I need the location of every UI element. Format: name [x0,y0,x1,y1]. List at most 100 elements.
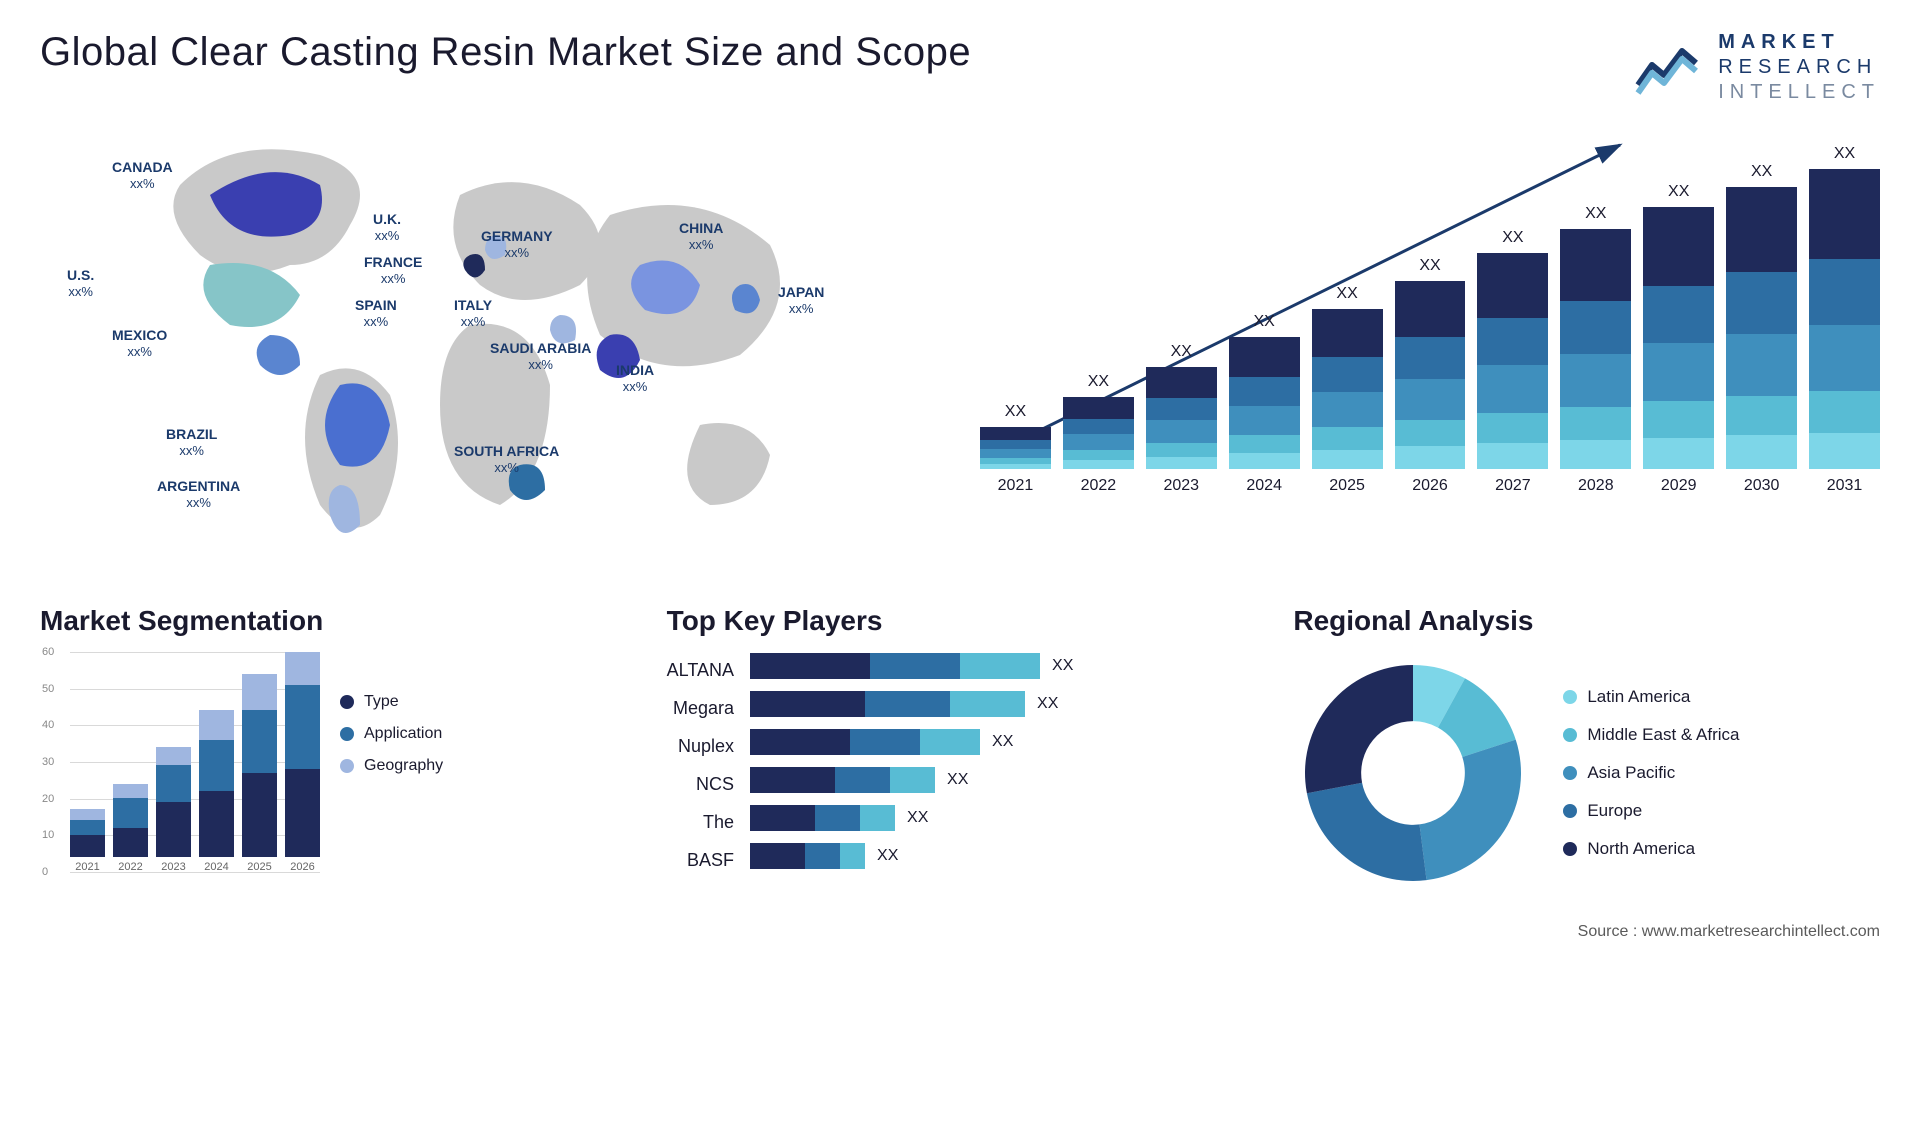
legend-label: Geography [364,757,443,775]
seg-bar-column: 2024 [199,710,234,873]
seg-bar-column: 2025 [242,674,277,873]
key-player-value: XX [992,733,1013,751]
growth-bar-segment [1312,357,1383,392]
growth-bar-segment [1560,229,1631,301]
key-player-name: BASF [687,847,734,873]
growth-bar-segment [1477,413,1548,443]
key-player-bar-segment [870,653,960,679]
growth-bar-segment [1477,443,1548,469]
map-label: BRAZILxx% [166,426,217,459]
legend-item: Latin America [1563,687,1739,707]
map-label: CHINAxx% [679,220,723,253]
legend-swatch [340,695,354,709]
growth-bar-segment [1063,397,1134,419]
growth-bar-segment [1312,450,1383,469]
growth-bar-segment [980,440,1051,449]
growth-bar-segment [1477,318,1548,366]
growth-bar [1312,309,1383,469]
seg-bar [285,652,320,857]
legend-item: Middle East & Africa [1563,725,1739,745]
key-player-name: ALTANA [667,657,734,683]
growth-bar-segment [1477,253,1548,318]
growth-bar-segment [1146,367,1217,398]
donut-slice [1420,740,1522,881]
growth-bar-year: 2022 [1081,477,1117,495]
growth-bar [1560,229,1631,469]
seg-x-label: 2025 [247,861,271,873]
key-player-bar-segment [840,843,865,869]
seg-bar-column: 2023 [156,747,191,873]
growth-bar-segment [1063,450,1134,460]
growth-bar-segment [1229,337,1300,377]
growth-bar-year: 2031 [1827,477,1863,495]
key-player-bar-segment [750,767,835,793]
key-player-value: XX [1052,657,1073,675]
seg-bar-segment [156,802,191,857]
growth-bar-year: 2023 [1163,477,1199,495]
seg-bar [113,784,148,857]
key-player-name: Megara [673,695,734,721]
growth-bar-column: XX2029 [1643,183,1714,495]
logo-line3: INTELLECT [1718,80,1880,105]
source-attribution: Source : www.marketresearchintellect.com [40,923,1880,941]
growth-bar-value: XX [1502,229,1523,247]
growth-bar-segment [1063,434,1134,450]
seg-bar-segment [113,798,148,827]
legend-label: Type [364,693,399,711]
seg-bar-segment [70,820,105,835]
legend-label: Asia Pacific [1587,763,1675,783]
key-players-panel: Top Key Players ALTANAMegaraNuplexNCSThe… [667,605,1254,893]
seg-bar [156,747,191,857]
page-title: Global Clear Casting Resin Market Size a… [40,30,971,75]
growth-bar-segment [1395,281,1466,337]
key-player-bar [750,729,980,755]
map-label: ITALYxx% [454,297,492,330]
key-player-name: The [703,809,734,835]
legend-swatch [340,727,354,741]
logo-mark-icon [1634,41,1704,95]
growth-bar-segment [1726,187,1797,272]
key-player-bar [750,805,895,831]
growth-bar-segment [980,464,1051,469]
growth-bar-year: 2027 [1495,477,1531,495]
map-label: JAPANxx% [778,284,824,317]
growth-bar-segment [1809,169,1880,259]
map-label: SPAINxx% [355,297,397,330]
growth-bar-value: XX [1419,257,1440,275]
seg-bar-segment [113,828,148,857]
key-player-row: XX [750,843,1253,869]
growth-bar-segment [1726,272,1797,334]
growth-bar-segment [1809,325,1880,391]
map-label: U.S.xx% [67,267,94,300]
key-players-labels: ALTANAMegaraNuplexNCSTheBASF [667,653,734,873]
growth-bar-segment [1146,443,1217,457]
growth-bar [1146,367,1217,469]
seg-bar-segment [242,674,277,711]
key-player-value: XX [877,847,898,865]
y-tick-label: 40 [42,719,54,731]
growth-bar-year: 2028 [1578,477,1614,495]
seg-bar-segment [285,652,320,685]
regional-legend: Latin America Middle East & Africa Asia Pa… [1563,687,1739,859]
y-tick-label: 60 [42,646,54,658]
growth-bar-segment [1643,207,1714,286]
legend-item: Asia Pacific [1563,763,1739,783]
seg-bar-segment [242,773,277,857]
seg-bar-column: 2022 [113,784,148,873]
map-label: SOUTH AFRICAxx% [454,443,559,476]
growth-bar-column: XX2024 [1229,313,1300,495]
seg-bar-segment [156,765,191,802]
key-player-bar-segment [750,805,815,831]
legend-label: Europe [1587,801,1642,821]
regional-title: Regional Analysis [1293,605,1880,637]
growth-bar-year: 2021 [998,477,1034,495]
donut-slice [1307,783,1427,881]
seg-bar-segment [156,747,191,765]
growth-bar-column: XX2023 [1146,343,1217,495]
seg-x-label: 2022 [118,861,142,873]
key-player-name: NCS [696,771,734,797]
key-player-bar-segment [890,767,935,793]
legend-swatch [1563,728,1577,742]
growth-bar-segment [1229,406,1300,435]
segmentation-legend: TypeApplicationGeography [340,653,443,893]
